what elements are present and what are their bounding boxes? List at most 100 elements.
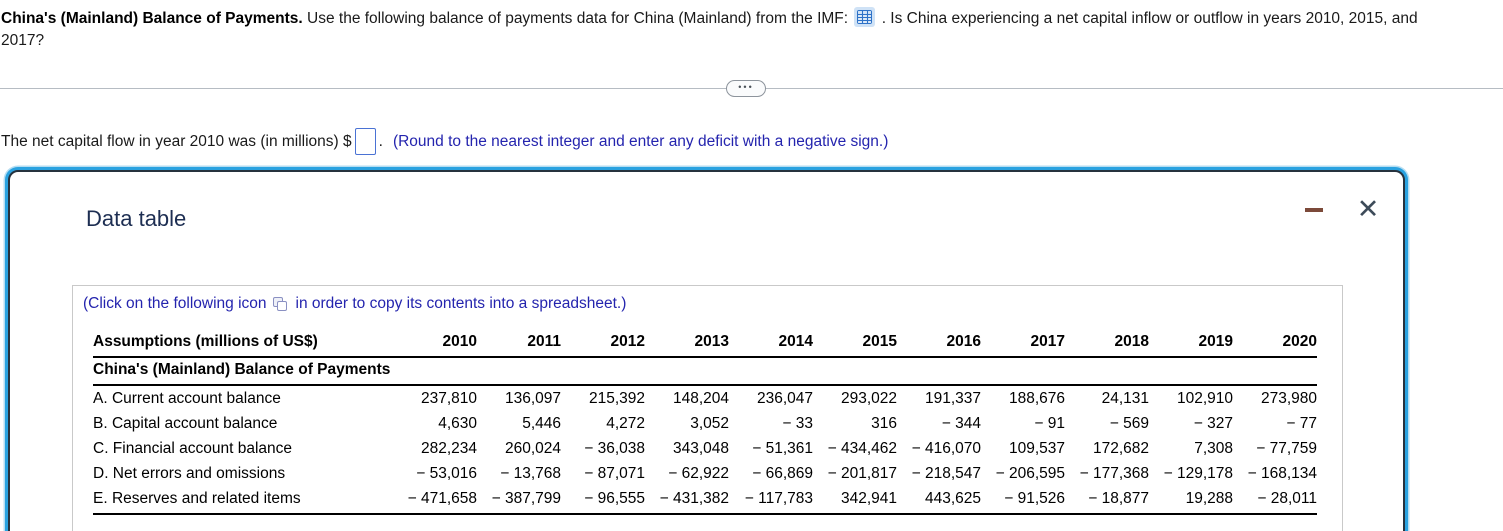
table-cell: 3,052 [690, 414, 729, 432]
table-cell: − 62,922 [668, 464, 729, 482]
table-cell: 5,446 [522, 414, 561, 432]
table-cell: 260,024 [504, 439, 561, 457]
table-cell: − 96,555 [561, 486, 645, 515]
year-header: 2011 [477, 329, 561, 358]
year-header: 2015 [813, 329, 897, 358]
table-cell: 343,048 [672, 439, 729, 457]
table-cell: − 28,011 [1233, 486, 1317, 515]
table-cell: 172,682 [1092, 439, 1149, 457]
year-header: 2017 [981, 329, 1065, 358]
row-label: C. Financial account balance [93, 439, 293, 457]
table-cell: − 36,038 [584, 439, 645, 457]
table-cell: 236,047 [756, 389, 813, 407]
year-header: 2012 [561, 329, 645, 358]
table-header-row: Assumptions (millions of US$) 2010 2011 20… [93, 329, 1317, 358]
year-header: 2016 [897, 329, 981, 358]
table-cell: − 168,134 [1247, 464, 1317, 482]
section-divider: ••• [0, 80, 1503, 97]
table-cell: − 87,071 [584, 464, 645, 482]
table-header: Assumptions (millions of US$) 2010 2011 20… [93, 329, 1317, 358]
table-cell: 273,980 [1260, 389, 1317, 407]
table-cell: − 77,759 [1256, 439, 1317, 457]
question-text-before-icon: Use the following balance of payments da… [307, 10, 849, 27]
table-cell: 136,097 [504, 389, 561, 407]
table-cell: − 431,382 [645, 486, 729, 515]
table-cell: − 327 [1193, 414, 1233, 432]
table-row: E. Reserves and related items − 471,658− … [93, 486, 1317, 515]
year-header: 2010 [393, 329, 477, 358]
table-cell: − 117,783 [729, 486, 813, 515]
copy-text-after: in order to copy its contents into a spr… [295, 295, 627, 312]
table-cell: 148,204 [672, 389, 729, 407]
modal-window-controls: ✕ [1297, 194, 1385, 224]
table-cell: − 53,016 [416, 464, 477, 482]
table-cell: 215,392 [588, 389, 645, 407]
table-cell: 24,131 [1101, 389, 1149, 407]
table-cell: 316 [871, 414, 897, 432]
copy-text-before: (Click on the following icon [83, 295, 267, 312]
table-cell: − 51,361 [752, 439, 813, 457]
question-line-2: 2017? [1, 32, 45, 50]
table-cell: 4,630 [438, 414, 477, 432]
table-cell: − 13,768 [500, 464, 561, 482]
table-cell: − 18,877 [1065, 486, 1149, 515]
table-cell: − 177,368 [1079, 464, 1149, 482]
row-label: B. Capital account balance [93, 414, 278, 432]
table-content-box: (Click on the following icon in order to… [72, 285, 1343, 531]
table-cell: − 91 [1034, 414, 1065, 432]
bop-table-body: A. Current account balance 237,810 136,097… [93, 385, 1317, 515]
copy-instruction: (Click on the following icon in order to… [81, 292, 1342, 315]
table-cell: − 344 [941, 414, 981, 432]
assumptions-header: Assumptions (millions of US$) [93, 329, 393, 358]
table-cell: 293,022 [840, 389, 897, 407]
table-row: D. Net errors and omissions − 53,016 − 13,… [93, 461, 1317, 486]
table-cell: − 569 [1109, 414, 1149, 432]
year-header: 2019 [1149, 329, 1233, 358]
question-line-1: China's (Mainland) Balance of Payments. … [1, 7, 1493, 30]
prompt-text: The net capital flow in year 2010 was (i… [1, 132, 352, 150]
table-row: A. Current account balance 237,810 136,097… [93, 385, 1317, 411]
minimize-icon[interactable] [1297, 197, 1331, 221]
question-title: China's (Mainland) Balance of Payments. [1, 10, 303, 27]
balance-of-payments-table: China's (Mainland) Balance of Payments A… [93, 329, 1317, 515]
table-title-row: China's (Mainland) Balance of Payments [93, 357, 1317, 386]
data-table-modal: ✕ Data table (Click on the following ico… [8, 170, 1405, 531]
table-cell: − 77 [1286, 414, 1317, 432]
table-cell: − 129,178 [1163, 464, 1233, 482]
table-cell: − 387,799 [477, 486, 561, 515]
row-label: A. Current account balance [93, 389, 281, 407]
answer-input[interactable] [354, 128, 376, 155]
table-cell: 191,337 [924, 389, 981, 407]
table-cell: − 33 [782, 414, 813, 432]
table-cell: − 218,547 [911, 464, 981, 482]
table-title: China's (Mainland) Balance of Payments [93, 357, 1317, 386]
year-header: 2014 [729, 329, 813, 358]
close-icon[interactable]: ✕ [1351, 194, 1385, 224]
table-row: B. Capital account balance 4,630 5,446 4,27… [93, 411, 1317, 436]
spreadsheet-icon[interactable] [854, 7, 876, 27]
table-cell: − 206,595 [995, 464, 1065, 482]
table-cell: 7,308 [1194, 439, 1233, 457]
row-label: E. Reserves and related items [93, 486, 393, 515]
table-cell: − 91,526 [981, 486, 1065, 515]
table-cell: 282,234 [420, 439, 477, 457]
table-cell: 237,810 [420, 389, 477, 407]
rounding-hint: (Round to the nearest integer and enter … [392, 132, 889, 150]
modal-title: Data table [86, 206, 187, 231]
table-cell: 188,676 [1008, 389, 1065, 407]
collapse-toggle-button[interactable]: ••• [726, 80, 766, 97]
table-cell: − 201,817 [827, 464, 897, 482]
table-cell: 102,910 [1176, 389, 1233, 407]
question-text-after-icon: . Is China experiencing a net capital in… [881, 10, 1418, 27]
table-cell: 342,941 [813, 486, 897, 515]
table-cell: − 66,869 [752, 464, 813, 482]
row-label: D. Net errors and omissions [93, 464, 286, 482]
table-cell: 4,272 [606, 414, 645, 432]
table-cell: − 416,070 [911, 439, 981, 457]
year-header: 2020 [1233, 329, 1317, 358]
copy-to-spreadsheet-icon[interactable] [272, 297, 288, 311]
table-cell: 19,288 [1149, 486, 1233, 515]
table-cell: − 471,658 [393, 486, 477, 515]
year-header: 2018 [1065, 329, 1149, 358]
table-cell: − 434,462 [827, 439, 897, 457]
